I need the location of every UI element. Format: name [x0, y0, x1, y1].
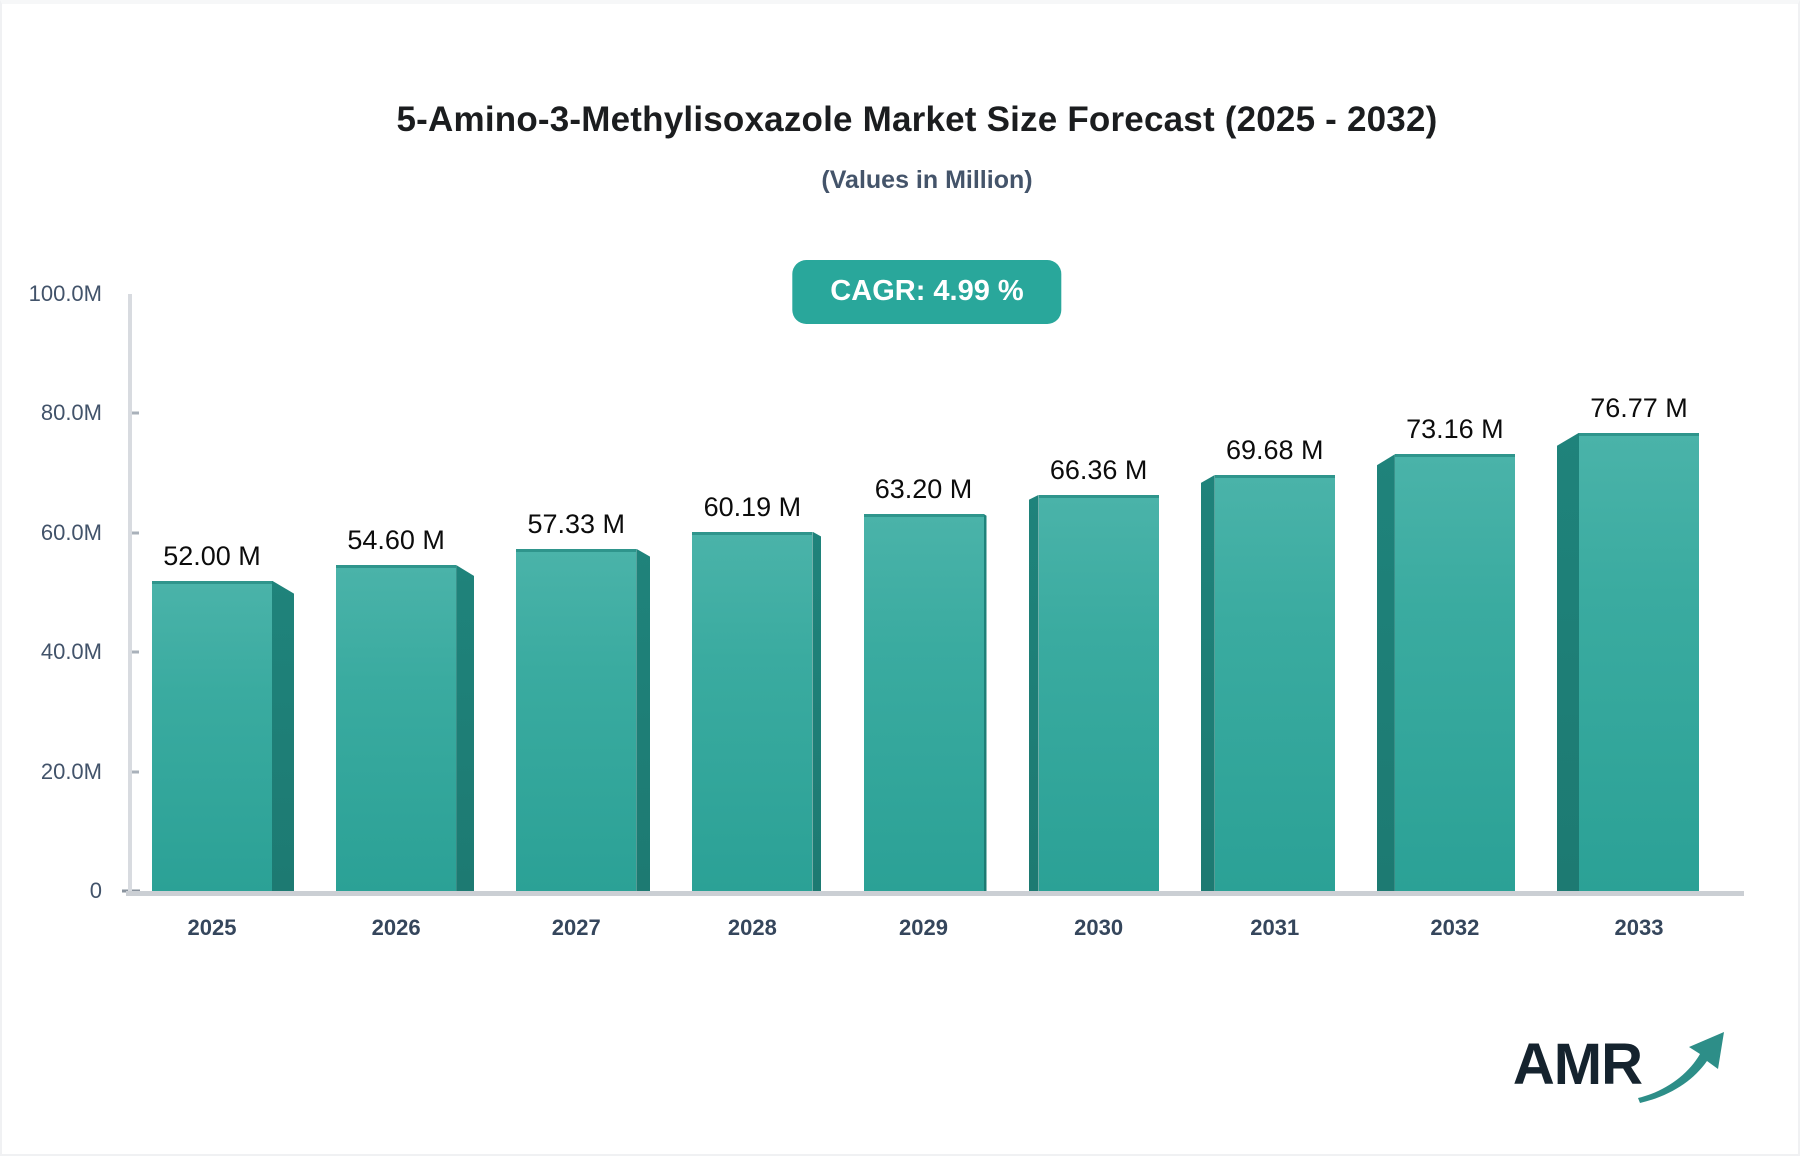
bar-2028: 60.19 M 2028	[692, 492, 822, 940]
bar-face	[692, 531, 813, 891]
cagr-badge: CAGR: 4.99 %	[792, 260, 1062, 324]
bar-side-face	[636, 548, 651, 891]
bar-side-face	[1028, 494, 1039, 891]
bar-value-label: 73.16 M	[1406, 414, 1504, 445]
y-tick-label: 80.0M	[40, 400, 102, 426]
bar-face	[1394, 454, 1515, 891]
bars-container: 52.00 M 2025 54.60 M 2026 57.33 M 2027 60.19 M…	[136, 294, 1744, 940]
y-axis-line	[128, 294, 132, 895]
bar-face	[336, 565, 457, 891]
bar-value-label: 57.33 M	[527, 508, 626, 539]
bar-value-label: 52.00 M	[163, 540, 261, 571]
bar-side-face	[812, 531, 822, 891]
bar-value-label: 63.20 M	[874, 473, 973, 504]
y-tick-label: 20.0M	[40, 758, 102, 784]
bar-side-face	[1557, 432, 1579, 891]
x-tick-label: 2028	[727, 915, 777, 940]
plot-area: 52.00 M 2025 54.60 M 2026 57.33 M 2027 60.19 M…	[126, 294, 1744, 940]
bar-value-label: 76.77 M	[1590, 392, 1688, 423]
x-tick-label: 2030	[1074, 915, 1124, 940]
y-tick-mark	[130, 650, 139, 654]
bar-2031: 69.68 M 2031	[1200, 435, 1335, 940]
x-tick-label: 2025	[187, 915, 237, 940]
bar-face	[1214, 475, 1335, 891]
growth-arrow-icon	[1638, 1032, 1724, 1103]
brand-logo: AMR	[1513, 1022, 1728, 1106]
y-tick-mark	[130, 770, 139, 774]
bar-face	[516, 548, 637, 891]
bar-2030: 66.36 M 2030	[1028, 455, 1159, 940]
bar-side-face	[983, 513, 987, 891]
bar-2026: 54.60 M 2026	[336, 525, 475, 940]
bar-side-face	[1200, 475, 1215, 891]
x-tick-label: 2026	[371, 915, 421, 940]
x-tick-label: 2029	[899, 915, 948, 940]
x-tick-label: 2027	[551, 915, 601, 940]
chart-subtitle: (Values in Million)	[821, 166, 1033, 194]
x-axis-baseline	[126, 891, 1744, 896]
bar-face	[1038, 494, 1159, 891]
bar-2029: 63.20 M 2029	[863, 474, 987, 940]
bar-value-label: 66.36 M	[1049, 454, 1148, 485]
bar-face	[1579, 432, 1699, 891]
y-axis-labels: 100.0M 80.0M 60.0M 40.0M 20.0M 0	[2, 281, 140, 903]
bar-value-label: 54.60 M	[347, 525, 445, 556]
x-tick-label: 2033	[1614, 915, 1664, 940]
y-tick-label: 40.0M	[40, 639, 102, 665]
bar-side-face	[272, 580, 294, 891]
y-tick-label: 100.0M	[28, 281, 102, 306]
brand-logo-text: AMR	[1512, 1031, 1643, 1097]
y-tick-mark	[130, 531, 139, 535]
bar-side-face	[1376, 454, 1395, 891]
bar-2033: 76.77 M 2033	[1557, 393, 1699, 940]
bar-side-face	[456, 565, 475, 891]
y-tick-mark	[130, 411, 139, 415]
bar-value-label: 69.68 M	[1225, 435, 1324, 466]
bar-face	[152, 580, 272, 891]
chart-title: 5-Amino-3-Methylisoxazole Market Size Fo…	[396, 100, 1438, 139]
bar-face	[863, 513, 984, 891]
bar-2027: 57.33 M 2027	[516, 509, 651, 940]
bar-value-label: 60.19 M	[703, 491, 802, 522]
y-tick-label: 0	[89, 878, 102, 903]
bar-2032: 73.16 M 2032	[1376, 414, 1515, 940]
y-tick-label: 60.0M	[40, 519, 102, 545]
x-tick-label: 2032	[1430, 915, 1480, 940]
x-tick-label: 2031	[1250, 915, 1300, 940]
bar-2025: 52.00 M 2025	[152, 541, 294, 940]
